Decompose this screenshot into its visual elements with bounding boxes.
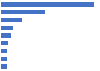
- Bar: [1, 18, 22, 22]
- Bar: [1, 49, 7, 53]
- Bar: [1, 57, 7, 61]
- Bar: [1, 41, 8, 45]
- Bar: [1, 64, 7, 69]
- Bar: [1, 33, 11, 38]
- Bar: [1, 26, 13, 30]
- Bar: [1, 2, 94, 7]
- Bar: [1, 10, 45, 14]
